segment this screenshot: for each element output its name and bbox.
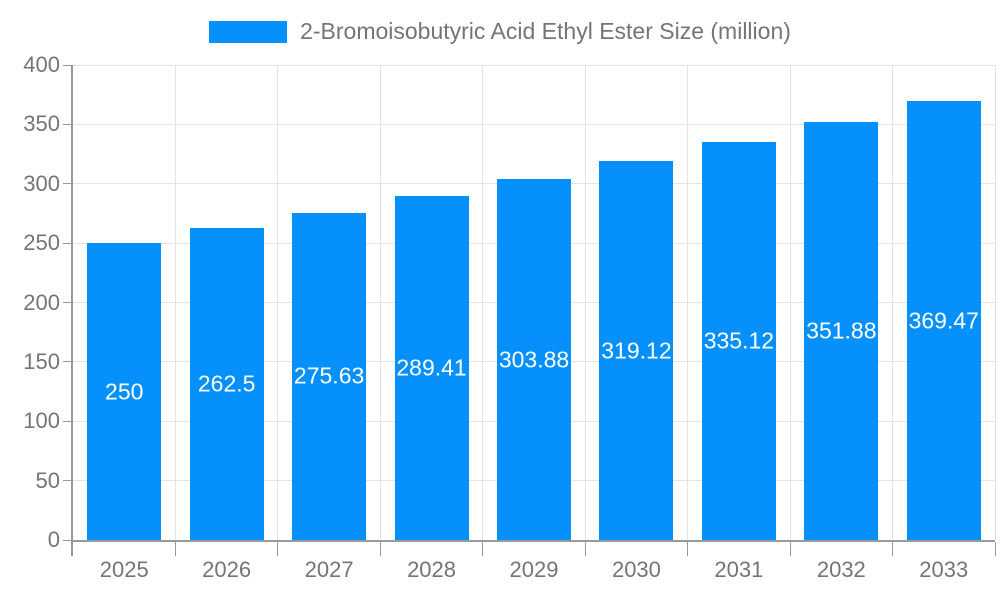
x-axis-tick xyxy=(71,542,73,556)
x-tick-label: 2028 xyxy=(407,557,457,582)
y-axis-line xyxy=(71,65,73,542)
y-tick-label: 400 xyxy=(23,52,60,77)
x-axis-tick xyxy=(482,542,484,556)
vertical-gridline xyxy=(789,65,791,540)
x-axis-tick xyxy=(994,542,996,556)
y-axis-tick xyxy=(63,183,71,185)
x-tick-label: 2033 xyxy=(919,557,969,582)
vertical-gridline xyxy=(379,65,381,540)
bar-value-label: 369.47 xyxy=(908,307,979,334)
bar-2030[interactable]: 319.12 xyxy=(599,161,674,540)
x-axis-tick xyxy=(892,542,894,556)
bar-2026[interactable]: 262.5 xyxy=(189,228,264,540)
x-tick-label: 2025 xyxy=(99,557,149,582)
bar-value-label: 262.5 xyxy=(197,370,256,397)
bar-2033[interactable]: 369.47 xyxy=(906,101,981,540)
y-tick-label: 100 xyxy=(23,408,60,434)
horizontal-gridline xyxy=(73,123,995,125)
y-axis-tick xyxy=(63,302,71,303)
x-axis-tick xyxy=(789,542,791,556)
x-tick-label: 2031 xyxy=(714,557,764,582)
bar-value-label: 319.12 xyxy=(601,337,672,364)
y-tick-label: 350 xyxy=(23,111,60,137)
x-tick-label: 2029 xyxy=(509,557,559,582)
bar-value-label: 303.88 xyxy=(498,346,570,373)
legend-label: 2-Bromoisobutyric Acid Ethyl Ester Size … xyxy=(300,18,791,44)
y-axis-tick xyxy=(63,242,71,244)
horizontal-gridline xyxy=(73,64,995,66)
x-tick-label: 2027 xyxy=(304,557,354,582)
vertical-gridline xyxy=(994,65,996,540)
y-tick-label: 250 xyxy=(23,230,60,256)
bar-2032[interactable]: 351.88 xyxy=(804,122,879,540)
vertical-gridline xyxy=(687,65,689,540)
chart-legend[interactable]: 2-Bromoisobutyric Acid Ethyl Ester Size … xyxy=(0,18,1000,45)
y-axis-tick xyxy=(63,123,71,125)
x-tick-label: 2026 xyxy=(202,557,252,582)
x-axis-tick xyxy=(379,542,381,556)
bar-value-label: 289.41 xyxy=(396,354,467,381)
y-tick-label: 0 xyxy=(47,527,60,552)
x-axis-tick xyxy=(687,542,689,556)
bar-2029[interactable]: 303.88 xyxy=(497,179,571,540)
x-axis-tick xyxy=(277,542,279,556)
bar-2028[interactable]: 289.41 xyxy=(394,196,469,540)
bar-value-label: 250 xyxy=(105,378,144,405)
vertical-gridline xyxy=(584,65,586,540)
x-axis-line xyxy=(71,540,995,542)
x-axis-tick xyxy=(584,542,586,556)
vertical-gridline xyxy=(277,65,279,540)
vertical-gridline xyxy=(892,65,894,540)
legend-swatch-icon xyxy=(209,20,288,43)
vertical-gridline xyxy=(174,65,176,540)
x-tick-label: 2030 xyxy=(611,557,661,582)
bar-2025[interactable]: 250 xyxy=(87,243,162,540)
bar-2031[interactable]: 335.12 xyxy=(701,142,776,540)
y-axis-tick xyxy=(63,361,71,363)
y-axis-tick xyxy=(63,539,71,541)
y-tick-label: 50 xyxy=(35,467,60,493)
y-tick-label: 300 xyxy=(23,170,60,196)
bar-2027[interactable]: 275.63 xyxy=(292,212,367,540)
bar-value-label: 335.12 xyxy=(703,327,775,354)
y-tick-label: 200 xyxy=(23,289,60,315)
y-tick-label: 150 xyxy=(23,348,60,374)
bar-value-label: 275.63 xyxy=(293,362,365,389)
y-axis-tick xyxy=(63,420,71,422)
plot-area: 250 262.5 275.63 289.41 303.88 319.12 335.12 35… xyxy=(63,64,996,556)
y-axis-tick xyxy=(63,64,71,66)
vertical-gridline xyxy=(482,65,484,540)
bar-value-label: 351.88 xyxy=(806,317,877,344)
x-tick-label: 2032 xyxy=(816,557,866,582)
y-axis-tick xyxy=(63,480,71,482)
x-axis-tick xyxy=(174,542,176,556)
